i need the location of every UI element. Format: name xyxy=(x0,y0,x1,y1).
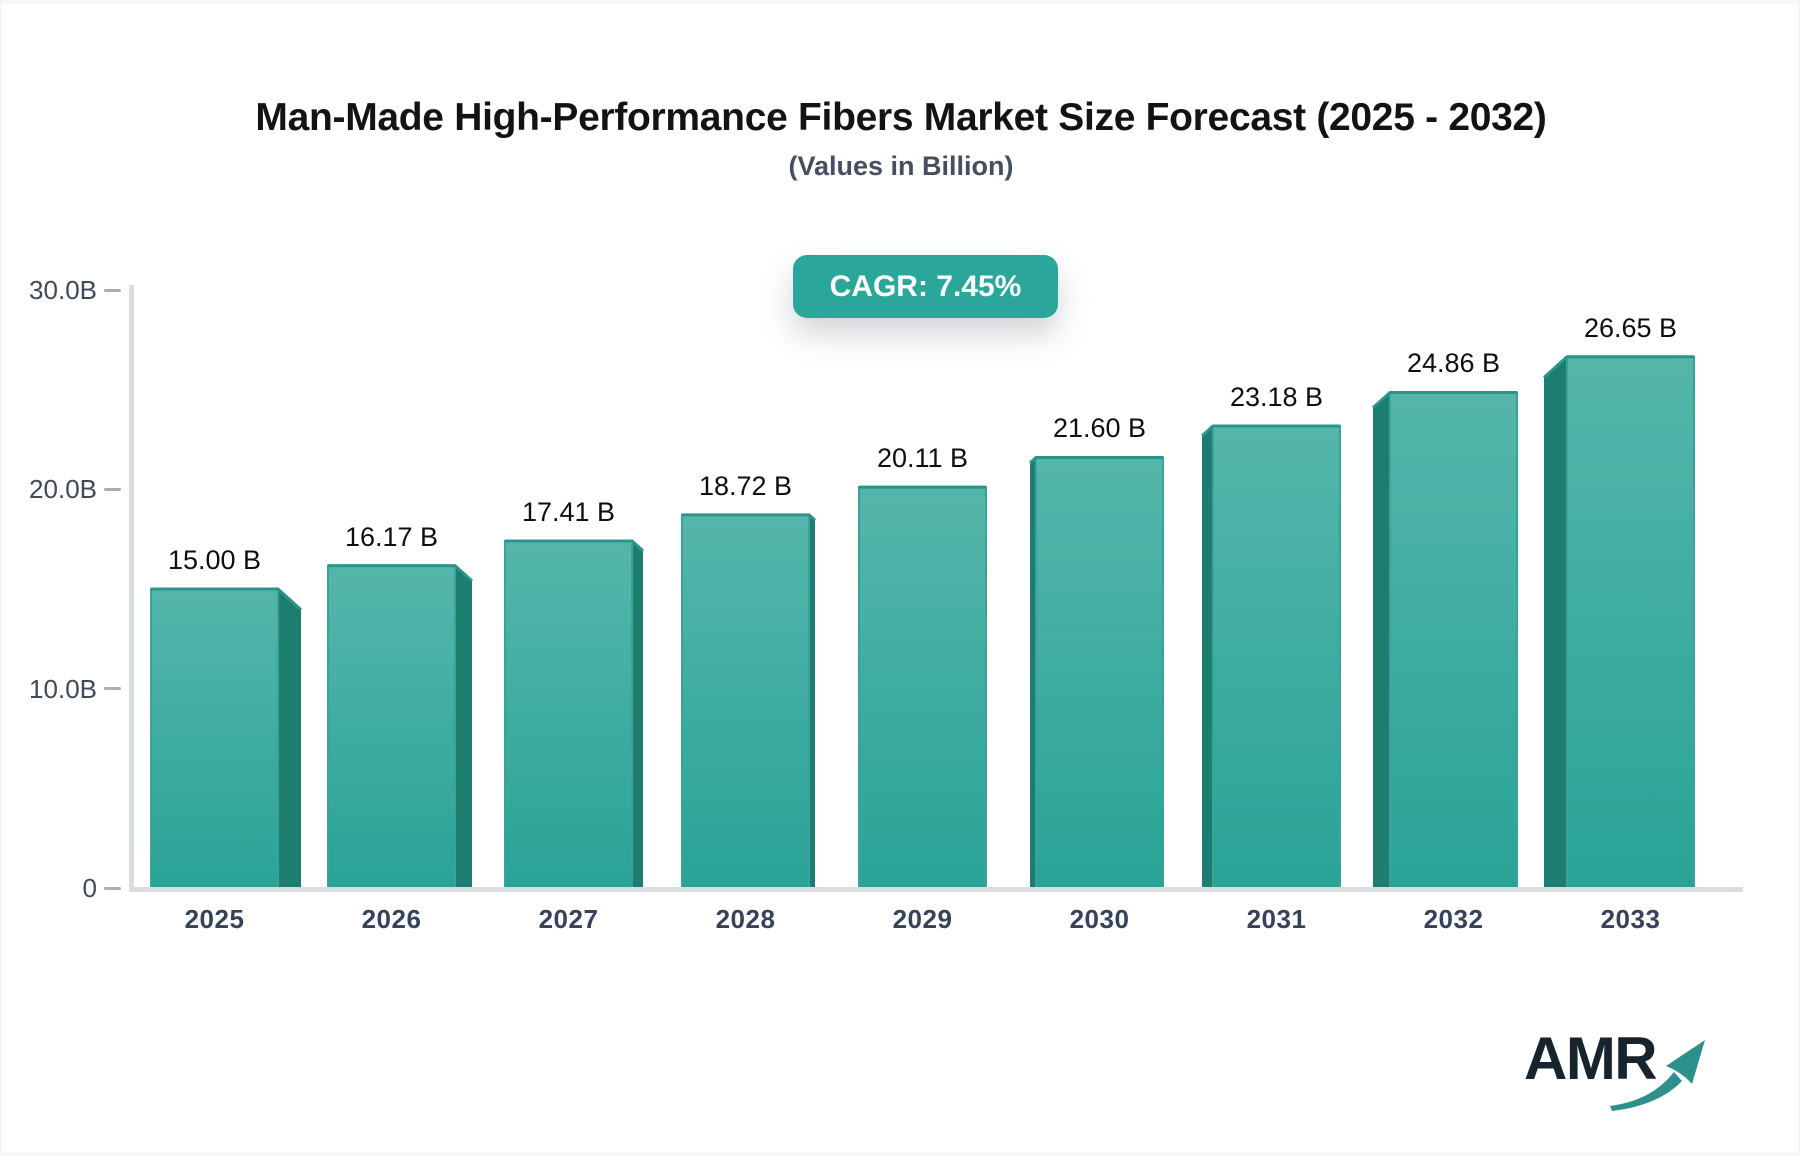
bar-side-face xyxy=(1202,425,1213,888)
bar-value-label: 15.00 B xyxy=(167,545,262,575)
bar-3d-2025 xyxy=(150,587,303,889)
bar-top-edge xyxy=(1028,455,1163,464)
bar-3d-2033 xyxy=(1542,355,1695,889)
x-axis-line xyxy=(129,887,1743,892)
bar-top-edge xyxy=(1371,390,1517,409)
y-axis-label: 0 xyxy=(82,873,97,903)
bottom-edge-strip xyxy=(1,1152,1800,1156)
bar-front-face xyxy=(1389,391,1518,889)
bar-value-label: 17.41 B xyxy=(521,496,616,527)
y-tick-mark xyxy=(104,288,121,292)
y-tick-mark xyxy=(104,687,121,691)
bar-value-label: 26.65 B xyxy=(1583,312,1678,343)
x-axis-label-2026: 2026 xyxy=(361,904,422,934)
bar-front-face xyxy=(327,564,456,889)
y-tick-mark xyxy=(104,886,121,890)
bar-side-face xyxy=(1544,356,1567,888)
bar-top-edge xyxy=(682,513,817,522)
bar-side-face xyxy=(278,589,301,888)
bar-value-label: 24.86 B xyxy=(1406,348,1501,379)
bar-side-face xyxy=(632,540,643,888)
bar-side-face xyxy=(1030,457,1036,888)
chart-title: Man-Made High-Performance Fibers Market … xyxy=(255,96,1547,139)
bar-value-label: 21.60 B xyxy=(1052,413,1147,444)
x-axis-label-2032: 2032 xyxy=(1423,904,1484,934)
y-axis-line xyxy=(129,285,134,888)
bar-side-face xyxy=(809,514,815,888)
x-axis-label-2028: 2028 xyxy=(715,904,776,934)
cagr-badge: CAGR: 7.45% xyxy=(793,255,1058,318)
x-axis-label-2025: 2025 xyxy=(184,904,245,934)
bar-front-face xyxy=(1212,424,1341,889)
x-axis-label-2031: 2031 xyxy=(1246,904,1307,934)
y-tick-mark xyxy=(104,487,121,491)
brand-logo: AMR xyxy=(1524,1028,1724,1118)
bar-top-edge xyxy=(1200,424,1340,437)
bar-top-edge xyxy=(505,539,645,552)
bar-top-edge xyxy=(1542,355,1694,379)
x-axis-label-2027: 2027 xyxy=(538,904,599,934)
bar-3d-2027 xyxy=(504,539,645,890)
bar-front-face xyxy=(150,588,279,889)
brand-logo-text: AMR xyxy=(1524,1025,1658,1092)
bar-value-label: 23.18 B xyxy=(1229,381,1324,412)
bar-3d-2028 xyxy=(681,513,817,890)
chart-subtitle: (Values in Billion) xyxy=(788,151,1014,181)
bar-side-face xyxy=(1373,392,1390,888)
bar-value-label: 16.17 B xyxy=(344,521,439,552)
bar-3d-2029 xyxy=(858,485,987,889)
bar-3d-2026 xyxy=(327,564,474,889)
bar-front-face xyxy=(858,486,987,889)
growth-arrow-icon xyxy=(1610,1040,1705,1111)
y-axis-label: 10.0B xyxy=(29,673,97,704)
bar-top-edge xyxy=(328,564,474,583)
x-axis-label-2030: 2030 xyxy=(1069,904,1130,934)
bar-top-edge xyxy=(151,587,303,611)
x-axis-label-2033: 2033 xyxy=(1600,904,1661,934)
y-axis-label: 20.0B xyxy=(29,474,97,505)
bar-3d-2031 xyxy=(1200,424,1341,889)
bar-3d-2032 xyxy=(1371,390,1518,889)
bar-front-face xyxy=(681,513,810,890)
bar-front-face xyxy=(1566,355,1695,889)
y-axis-label: 30.0B xyxy=(29,275,97,305)
bar-side-face xyxy=(455,565,472,888)
top-edge-strip xyxy=(1,0,1800,4)
x-axis-label-2029: 2029 xyxy=(892,904,953,934)
bar-front-face xyxy=(504,539,633,890)
bar-value-label: 18.72 B xyxy=(698,470,793,501)
bar-front-face xyxy=(1035,456,1164,889)
bar-value-label: 20.11 B xyxy=(876,443,969,474)
bar-3d-2030 xyxy=(1028,455,1164,889)
